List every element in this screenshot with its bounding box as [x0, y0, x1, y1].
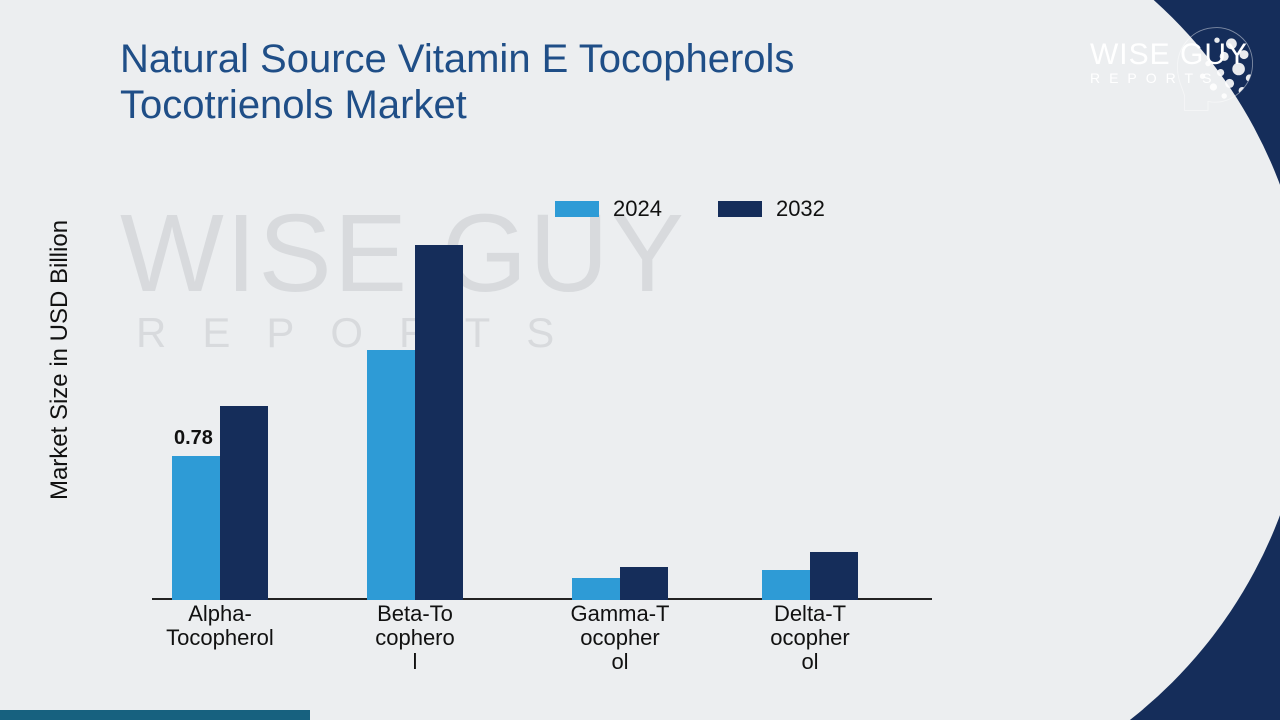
legend-swatch-2032: [718, 201, 762, 217]
legend-label-2032: 2032: [776, 196, 825, 222]
bar: [415, 245, 463, 600]
plot-area: 0.78: [152, 230, 932, 600]
y-axis-label: Market Size in USD Billion: [46, 220, 74, 500]
chart-title: Natural Source Vitamin E Tocopherols Toc…: [120, 36, 860, 128]
x-axis-category-label: Alpha-Tocopherol: [155, 602, 285, 650]
legend-swatch-2024: [555, 201, 599, 217]
x-axis-category-label: Beta-Tocopherol: [350, 602, 480, 675]
brand-subtitle: REPORTS: [1090, 70, 1248, 86]
bar: [172, 456, 220, 600]
legend-label-2024: 2024: [613, 196, 662, 222]
chart-canvas: WISE GUY REPORTS WISE GUY REPORTS Natura…: [0, 0, 1280, 720]
bar-value-label: 0.78: [174, 427, 213, 450]
bar: [367, 350, 415, 600]
legend-item-2032: 2032: [718, 196, 825, 222]
brand-block: WISE GUY REPORTS: [1090, 38, 1248, 86]
bar: [220, 406, 268, 600]
bar: [762, 570, 810, 600]
bar: [810, 552, 858, 600]
x-axis-category-label: Gamma-Tocopherol: [555, 602, 685, 675]
legend: 2024 2032: [555, 196, 825, 222]
bar: [620, 567, 668, 600]
bottom-accent-bar: [0, 710, 310, 720]
brand-name: WISE GUY: [1090, 38, 1248, 72]
x-axis-category-label: Delta-Tocopherol: [745, 602, 875, 675]
legend-item-2024: 2024: [555, 196, 662, 222]
bar: [572, 578, 620, 600]
